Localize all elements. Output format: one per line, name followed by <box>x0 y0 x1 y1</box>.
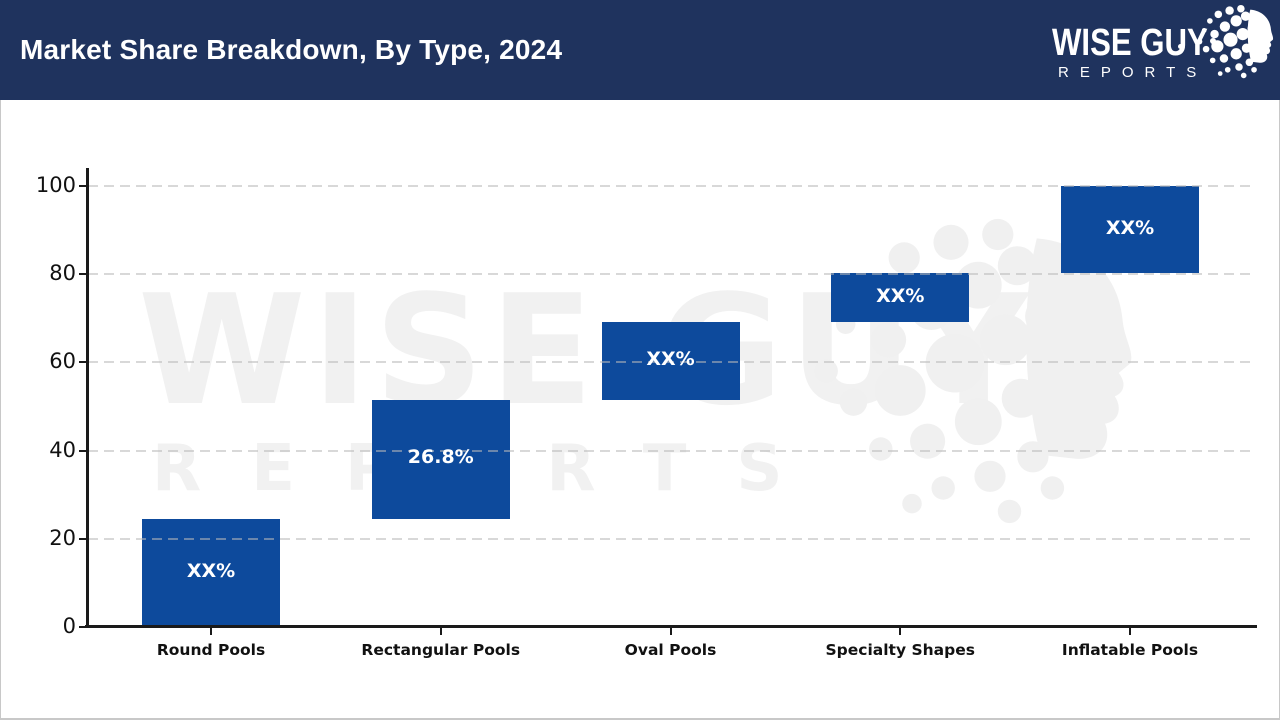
y-tick-mark <box>79 185 88 187</box>
y-tick-mark <box>79 449 88 452</box>
x-tick-mark <box>899 627 902 635</box>
y-tick-label: 20 <box>49 525 76 550</box>
x-tick-mark <box>210 627 212 635</box>
x-tick-mark <box>1129 627 1131 635</box>
y-tick-mark <box>79 537 88 540</box>
bar-value-label: 26.8% <box>407 446 474 469</box>
bar <box>601 322 740 401</box>
x-tick-label: Oval Pools <box>624 641 717 659</box>
wise-guy-head-icon <box>1196 4 1274 79</box>
y-tick-mark <box>79 626 88 628</box>
gridline <box>88 361 1256 364</box>
x-tick-mark <box>669 627 672 635</box>
bar-value-label: XX% <box>876 284 925 307</box>
x-tick-mark <box>439 627 442 635</box>
x-tick-label: Rectangular Pools <box>361 641 521 659</box>
bar <box>831 273 970 323</box>
header-bar: Market Share Breakdown, By Type, 2024 WI… <box>0 0 1280 100</box>
y-tick-label: 40 <box>49 437 76 462</box>
x-tick-label: Round Pools <box>156 641 266 659</box>
gridline <box>88 185 1256 187</box>
x-tick-label: Specialty Shapes <box>825 641 975 659</box>
brand-subtitle: REPORTS <box>1058 64 1208 81</box>
brand-logo: WISE GUY REPORTS <box>1010 0 1280 100</box>
bar <box>371 400 510 519</box>
y-tick-mark <box>79 361 88 364</box>
page-border <box>0 100 1 720</box>
gridline <box>88 537 1256 540</box>
y-tick-label: 0 <box>62 614 76 638</box>
y-tick-label: 100 <box>35 173 76 197</box>
x-axis-line <box>85 625 1257 628</box>
y-tick-label: 80 <box>49 261 76 286</box>
x-tick-label: Inflatable Pools <box>1061 641 1199 659</box>
page-title: Market Share Breakdown, By Type, 2024 <box>20 34 563 65</box>
gridline <box>88 273 1256 276</box>
bar <box>1061 186 1199 274</box>
y-axis-line <box>86 168 89 628</box>
gridline <box>88 449 1256 452</box>
bar-value-label: XX% <box>1105 216 1155 239</box>
bar <box>142 518 280 627</box>
page-border <box>0 718 1280 720</box>
logo-dot <box>1210 38 1216 44</box>
bar-value-label: XX% <box>646 348 695 371</box>
brand-name: WISE GUY <box>1052 22 1208 64</box>
bar-value-label: XX% <box>186 559 236 582</box>
y-tick-label: 60 <box>49 349 76 374</box>
y-tick-mark <box>79 273 88 276</box>
logo-dot <box>1178 44 1183 49</box>
